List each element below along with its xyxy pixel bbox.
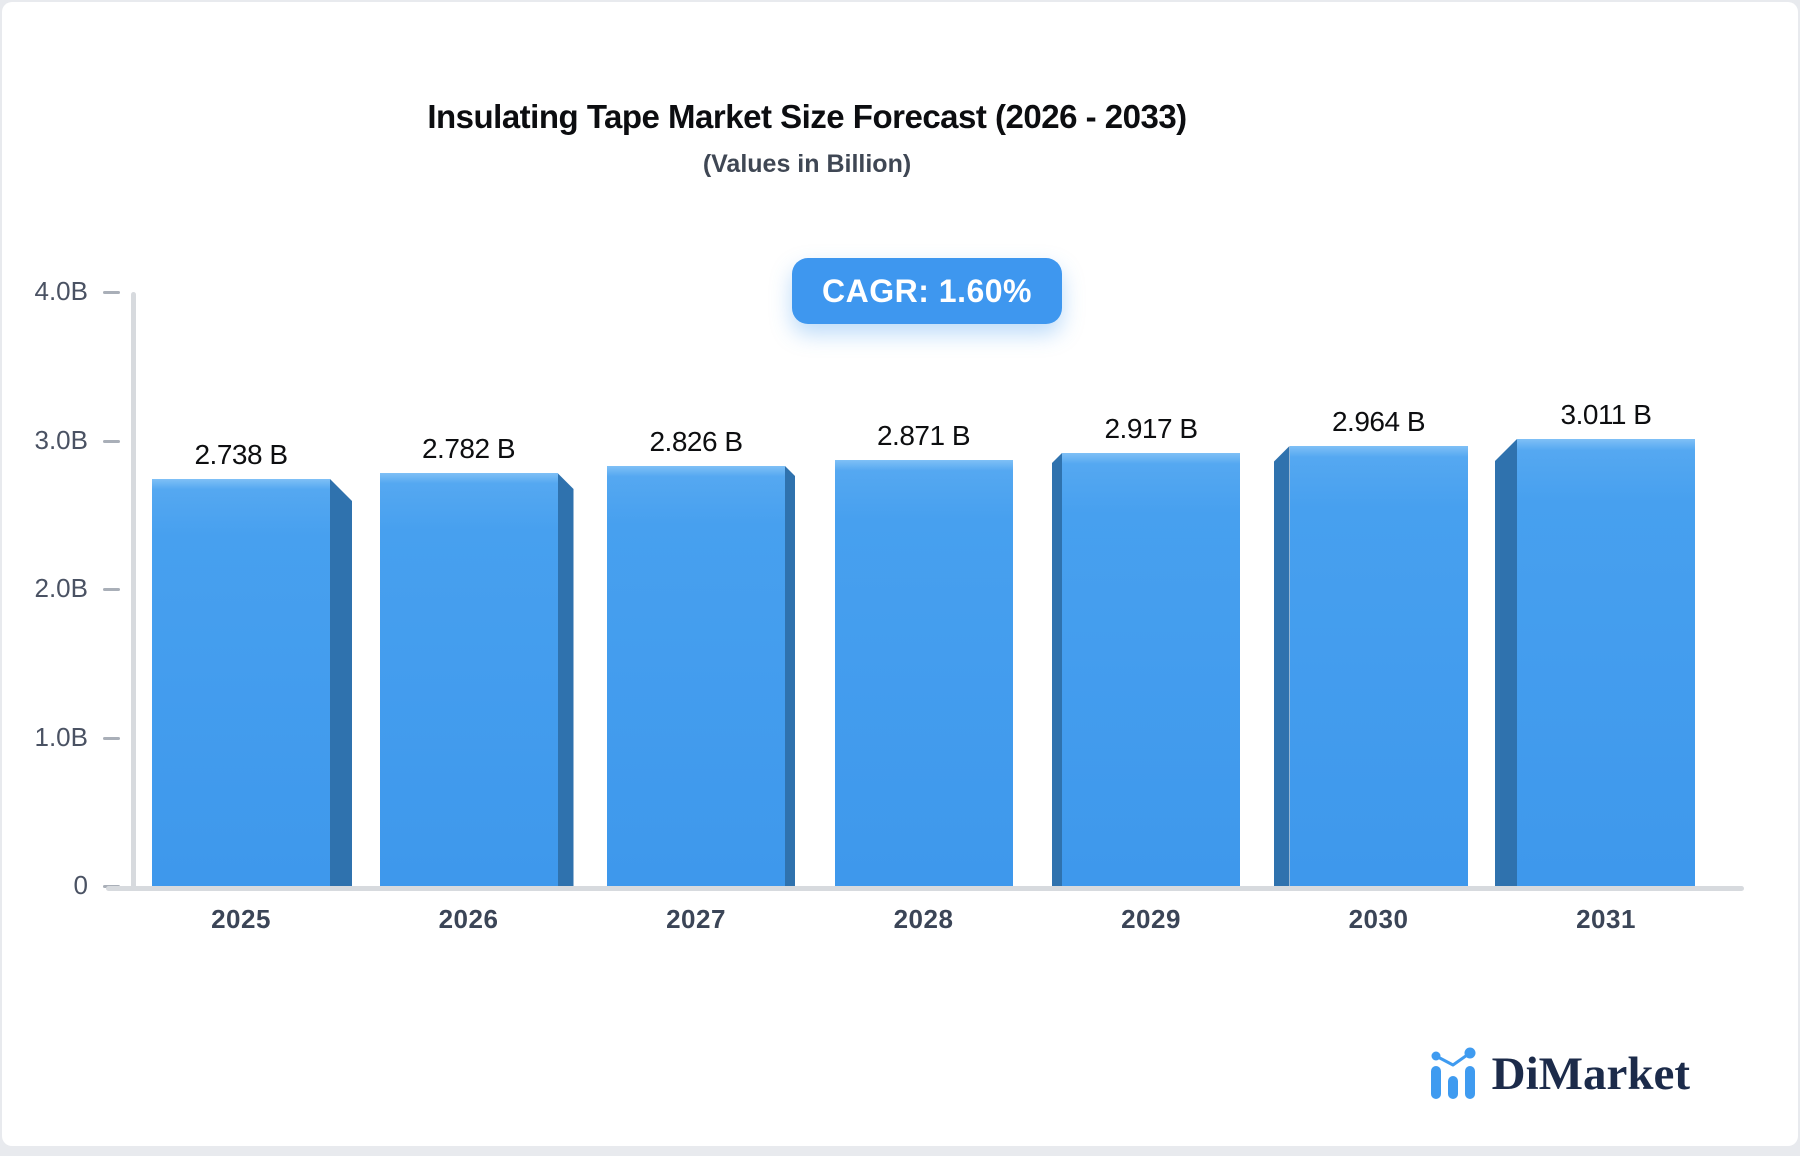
y-tick-label: 1.0B [34, 721, 89, 752]
bar-side-3d [557, 473, 574, 886]
bar-value-label: 2.782 B [421, 433, 516, 464]
chart-title: Insulating Tape Market Size Forecast (20… [427, 98, 1187, 135]
y-tick-label: 3.0B [34, 424, 89, 455]
bar-side-3d [1495, 439, 1517, 886]
bar-value-label: 3.011 B [1560, 399, 1652, 430]
y-tick-mark [103, 439, 120, 443]
x-tick-label: 2025 [211, 904, 271, 934]
bar-side-3d [785, 466, 795, 886]
cagr-badge: CAGR: 1.60% [792, 258, 1062, 324]
bar-side-3d [1273, 446, 1290, 886]
bar-value-label: 2.738 B [194, 439, 288, 470]
bar-value-label: 2.871 B [876, 420, 971, 451]
y-tick-label: 4.0B [34, 276, 89, 306]
bar-value-label: 2.826 B [649, 426, 743, 457]
bar-face [1289, 446, 1468, 886]
dimarket-icon [1430, 1047, 1476, 1099]
y-tick-mark [103, 291, 120, 294]
bar-2028[interactable] [834, 460, 1013, 886]
x-axis-line [106, 886, 1744, 891]
bar-2026[interactable] [379, 473, 574, 886]
bar-face [834, 460, 1013, 886]
bar-value-label: 2.917 B [1104, 413, 1198, 444]
bar-2029[interactable] [1052, 453, 1240, 886]
brand-logo[interactable]: DiMarket [1428, 1038, 1690, 1110]
y-tick-mark [103, 736, 120, 740]
bar-face [1517, 439, 1695, 886]
bar-face [379, 473, 558, 886]
bar-2031[interactable] [1495, 439, 1695, 886]
x-tick-label: 2031 [1576, 904, 1636, 934]
bar-2027[interactable] [607, 466, 795, 886]
y-tick-mark [103, 588, 120, 591]
brand-name: DiMarket [1491, 1048, 1690, 1100]
bar-2030[interactable] [1273, 446, 1468, 886]
bar-face [1062, 453, 1240, 886]
chart-subtitle: (Values in Billion) [702, 150, 912, 178]
bar-face [607, 466, 785, 886]
x-tick-label: 2030 [1348, 904, 1409, 934]
bar-face [152, 479, 330, 886]
bar-side-3d [330, 479, 352, 886]
x-tick-label: 2027 [666, 904, 726, 934]
bar-2025[interactable] [152, 479, 352, 886]
x-tick-label: 2028 [893, 904, 954, 934]
y-tick-label: 0 [73, 870, 88, 900]
y-axis-line [131, 292, 136, 891]
bar-value-label: 2.964 B [1331, 406, 1426, 437]
x-tick-label: 2026 [438, 904, 499, 934]
x-tick-label: 2029 [1121, 904, 1181, 934]
y-tick-label: 2.0B [34, 573, 89, 603]
bar-side-3d [1052, 453, 1062, 886]
